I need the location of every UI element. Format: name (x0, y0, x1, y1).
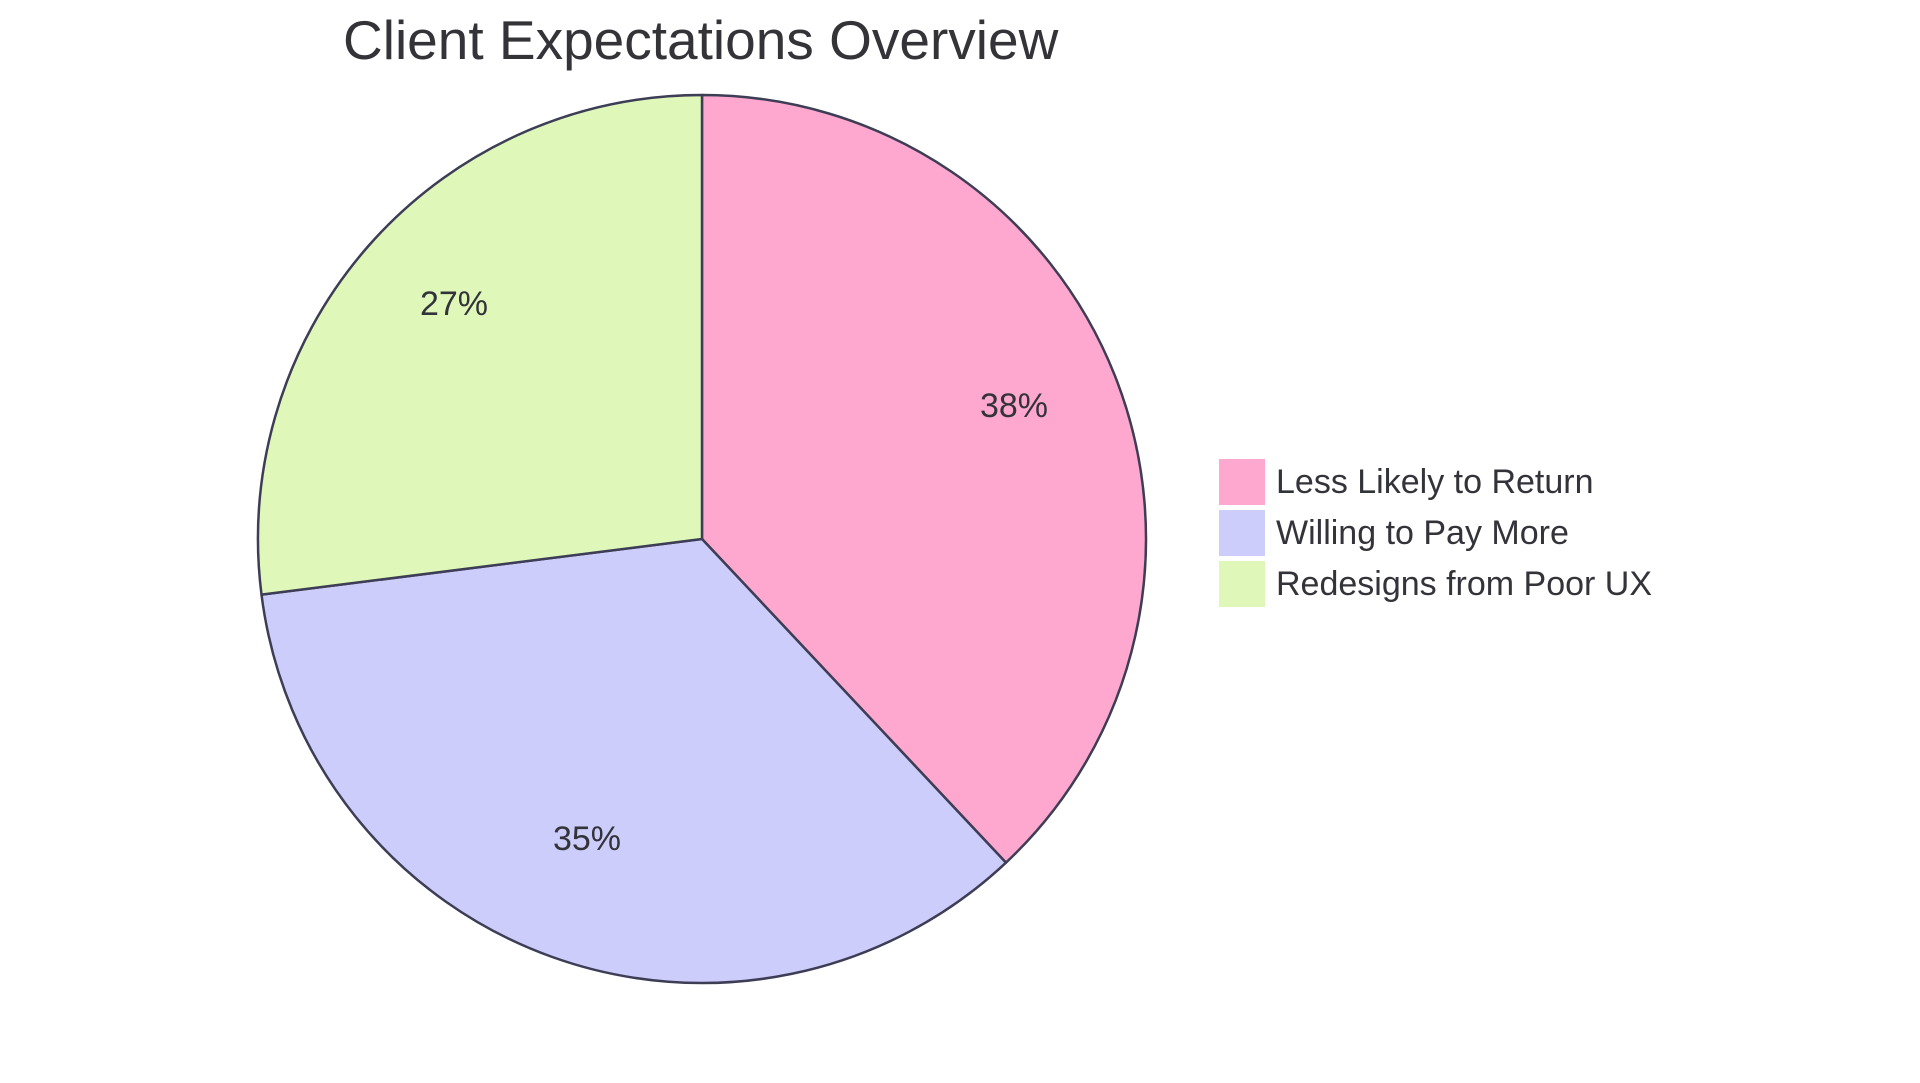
svg-text:38%: 38% (980, 387, 1048, 425)
svg-text:35%: 35% (553, 820, 621, 858)
svg-text:27%: 27% (420, 285, 488, 323)
